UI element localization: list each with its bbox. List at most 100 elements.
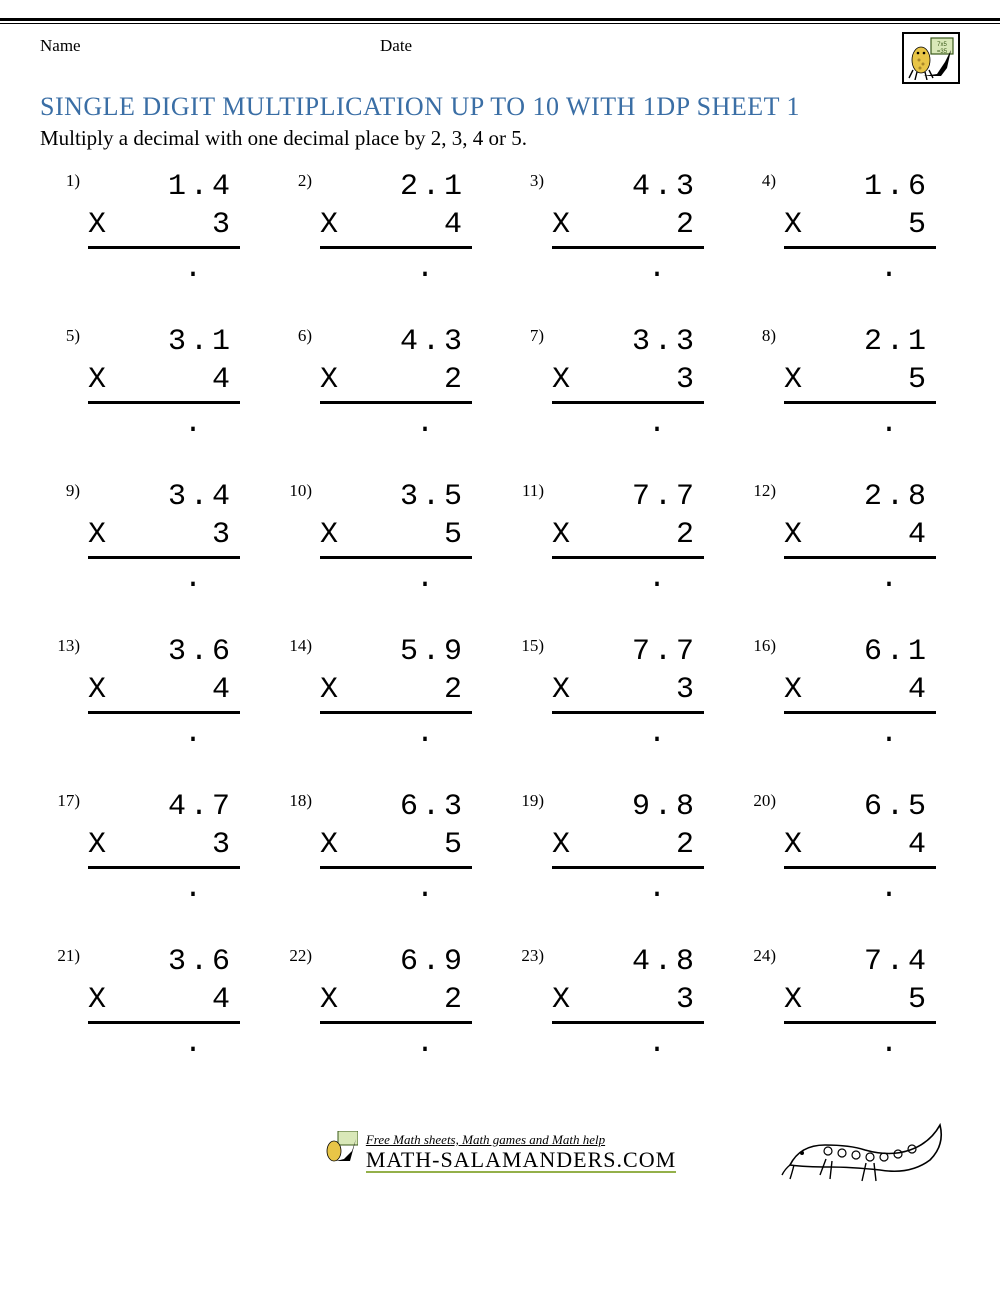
multiplier: 4: [116, 672, 240, 710]
multiply-symbol: X: [552, 827, 580, 865]
problem-body: 2.8X4.: [776, 479, 954, 596]
worksheet-page: Name Date 7x5 =35 SINGLE DIGIT MULTIPLIC…: [0, 32, 1000, 1215]
problem-rule: [552, 401, 704, 404]
problem: 2)2.1X4.: [278, 169, 490, 286]
multiplicand: 3.6: [116, 944, 240, 982]
problem-number: 8): [742, 324, 776, 346]
multiplier: 3: [116, 827, 240, 865]
problem-rule: [552, 246, 704, 249]
problem-body: 2.1X5.: [776, 324, 954, 441]
multiply-symbol: X: [784, 827, 812, 865]
multiply-symbol: X: [784, 672, 812, 710]
answer-placeholder: .: [320, 1027, 472, 1061]
answer-placeholder: .: [88, 562, 240, 596]
problem-number: 2): [278, 169, 312, 191]
multiplicand: 4.3: [580, 169, 704, 207]
problem: 19)9.8X2.: [510, 789, 722, 906]
multiply-symbol: X: [88, 517, 116, 555]
multiply-symbol: X: [320, 982, 348, 1020]
svg-text:7x5: 7x5: [937, 42, 947, 48]
answer-placeholder: .: [784, 717, 936, 751]
salamander-mascot-icon: [780, 1095, 950, 1195]
multiplicand: 6.9: [348, 944, 472, 982]
problem-rule: [320, 401, 472, 404]
answer-placeholder: .: [784, 407, 936, 441]
multiplicand: 1.6: [812, 169, 936, 207]
multiplier: 3: [580, 982, 704, 1020]
multiplicand: 3.1: [116, 324, 240, 362]
problem-number: 10): [278, 479, 312, 501]
problem-rule: [552, 1021, 704, 1024]
answer-placeholder: .: [320, 407, 472, 441]
problem-rule: [552, 866, 704, 869]
footer-logo-icon: [324, 1131, 358, 1170]
multiply-symbol: X: [320, 207, 348, 245]
multiply-symbol: X: [88, 982, 116, 1020]
multiplier: 3: [116, 207, 240, 245]
multiply-symbol: X: [784, 207, 812, 245]
answer-placeholder: .: [552, 717, 704, 751]
multiplier: 2: [348, 672, 472, 710]
problem-body: 4.7X3.: [80, 789, 258, 906]
answer-placeholder: .: [320, 717, 472, 751]
problem-rule: [320, 711, 472, 714]
problem: 8)2.1X5.: [742, 324, 954, 441]
multiplier: 2: [580, 517, 704, 555]
problem-number: 14): [278, 634, 312, 656]
answer-placeholder: .: [88, 252, 240, 286]
problem-rule: [784, 401, 936, 404]
problem-number: 1): [46, 169, 80, 191]
answer-placeholder: .: [320, 562, 472, 596]
problem-number: 23): [510, 944, 544, 966]
problem-number: 13): [46, 634, 80, 656]
footer-brand: MATH-SALAMANDERS.COM: [366, 1149, 676, 1173]
problem-body: 4.3X2.: [312, 324, 490, 441]
multiply-symbol: X: [784, 982, 812, 1020]
problem: 13)3.6X4.: [46, 634, 258, 751]
multiplier: 2: [580, 827, 704, 865]
problem: 22)6.9X2.: [278, 944, 490, 1061]
problem-number: 3): [510, 169, 544, 191]
multiplicand: 7.7: [580, 479, 704, 517]
problem-body: 3.6X4.: [80, 634, 258, 751]
multiplier: 4: [116, 982, 240, 1020]
multiplicand: 4.8: [580, 944, 704, 982]
problem-rule: [88, 556, 240, 559]
multiplier: 5: [812, 362, 936, 400]
problem-body: 2.1X4.: [312, 169, 490, 286]
problem: 3)4.3X2.: [510, 169, 722, 286]
multiply-symbol: X: [88, 672, 116, 710]
multiply-symbol: X: [88, 362, 116, 400]
answer-placeholder: .: [784, 1027, 936, 1061]
footer: Free Math sheets, Math games and Math he…: [40, 1095, 960, 1215]
problem-rule: [320, 246, 472, 249]
multiplier: 4: [812, 517, 936, 555]
multiply-symbol: X: [320, 672, 348, 710]
problem-rule: [320, 556, 472, 559]
answer-placeholder: .: [88, 717, 240, 751]
problem-number: 11): [510, 479, 544, 501]
problem: 15)7.7X3.: [510, 634, 722, 751]
problem-number: 20): [742, 789, 776, 811]
multiplier: 2: [580, 207, 704, 245]
problem-body: 4.8X3.: [544, 944, 722, 1061]
problem-number: 15): [510, 634, 544, 656]
multiplicand: 3.6: [116, 634, 240, 672]
brand-logo-box: 7x5 =35: [902, 32, 960, 84]
multiplier: 3: [116, 517, 240, 555]
problem-body: 1.6X5.: [776, 169, 954, 286]
problem-number: 9): [46, 479, 80, 501]
problem-body: 6.5X4.: [776, 789, 954, 906]
problem-body: 7.7X3.: [544, 634, 722, 751]
answer-placeholder: .: [552, 252, 704, 286]
multiply-symbol: X: [88, 827, 116, 865]
problem-rule: [88, 246, 240, 249]
problem-rule: [784, 556, 936, 559]
problem: 1)1.4X3.: [46, 169, 258, 286]
problem: 21)3.6X4.: [46, 944, 258, 1061]
multiplicand: 9.8: [580, 789, 704, 827]
multiply-symbol: X: [552, 517, 580, 555]
multiplier: 2: [348, 982, 472, 1020]
problem: 4)1.6X5.: [742, 169, 954, 286]
multiplier: 5: [348, 827, 472, 865]
